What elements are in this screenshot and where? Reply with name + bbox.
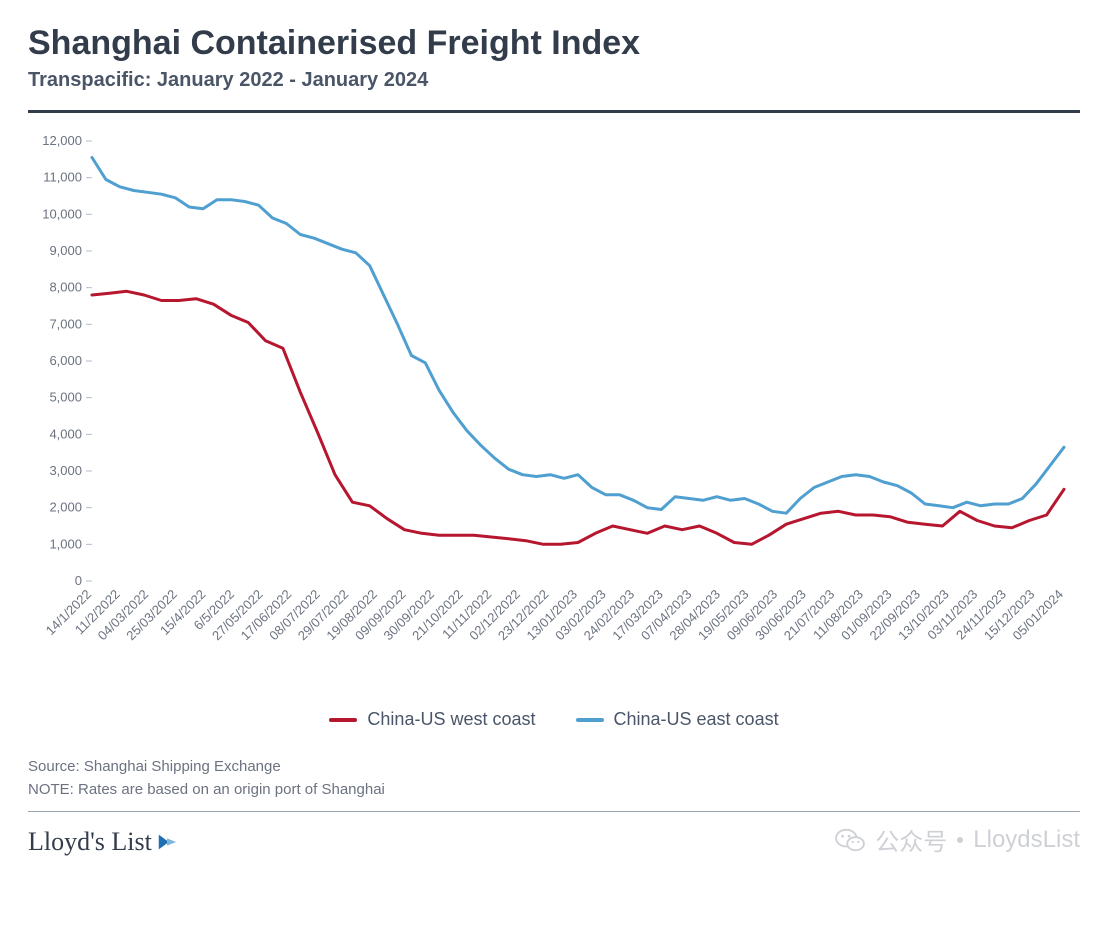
note-line: NOTE: Rates are based on an origin port … [28,779,1080,802]
svg-text:4,000: 4,000 [49,426,82,441]
freight-index-chart: 0 1,000 2,000 3,000 4,000 5,000 6,000 7,000 8,00… [28,131,1080,691]
footer-divider [28,811,1080,812]
legend-label-east: China-US east coast [614,709,779,730]
svg-text:9,000: 9,000 [49,243,82,258]
svg-text:3,000: 3,000 [49,463,82,478]
legend-item-east: China-US east coast [576,709,779,730]
legend-item-west: China-US west coast [329,709,535,730]
watermark-prefix: 公众号 [875,822,947,857]
brand-arrow-icon [156,831,178,853]
wechat-icon [835,827,865,853]
footer-row: Lloyd's List 公众号 LloydsList [28,822,1080,857]
svg-text:7,000: 7,000 [49,316,82,331]
legend-swatch-west [329,718,357,722]
watermark-dot-icon [957,837,963,843]
source-line: Source: Shanghai Shipping Exchange [28,756,1080,779]
page-title: Shanghai Containerised Freight Index [28,24,1080,63]
svg-text:10,000: 10,000 [42,206,82,221]
svg-text:11,000: 11,000 [43,170,82,185]
watermark: 公众号 LloydsList [835,822,1080,857]
brand-text: Lloyd's List [28,827,152,857]
svg-text:5,000: 5,000 [49,390,82,405]
legend-swatch-east [576,718,604,722]
watermark-suffix: LloydsList [973,826,1080,854]
source-block: Source: Shanghai Shipping Exchange NOTE:… [28,756,1080,801]
brand-logo: Lloyd's List [28,827,178,857]
svg-text:12,000: 12,000 [42,133,82,148]
legend-label-west: China-US west coast [367,709,535,730]
svg-text:8,000: 8,000 [49,280,82,295]
svg-text:1,000: 1,000 [49,536,82,551]
chart-legend: China-US west coast China-US east coast [28,709,1080,730]
svg-text:2,000: 2,000 [49,500,82,515]
title-divider [28,110,1080,113]
page-subtitle: Transpacific: January 2022 - January 202… [28,69,1080,92]
svg-text:6,000: 6,000 [49,353,82,368]
svg-text:0: 0 [75,573,82,588]
